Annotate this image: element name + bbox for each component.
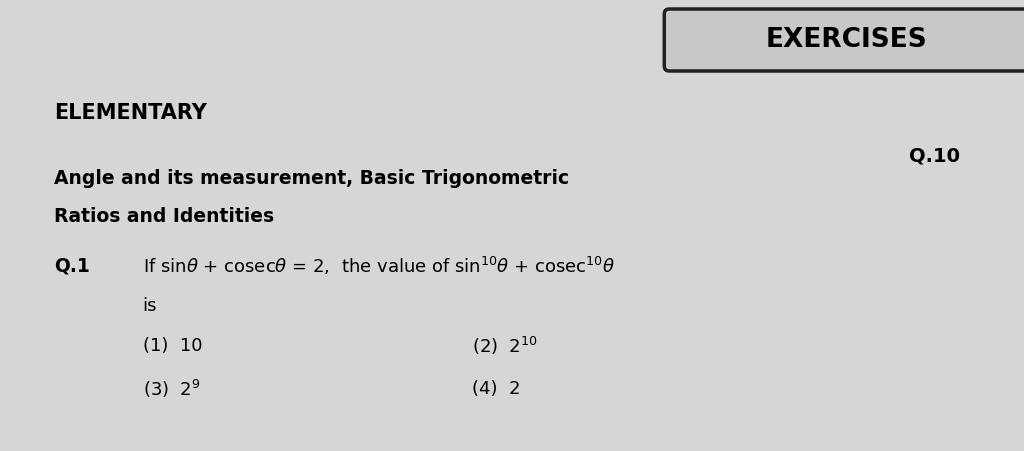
FancyBboxPatch shape xyxy=(665,9,1024,71)
Text: If sin$\theta$ + cosec$\theta$ = 2,  the value of sin$^{10}$$\theta$ + cosec$^{1: If sin$\theta$ + cosec$\theta$ = 2, the … xyxy=(142,255,614,277)
Text: EXERCISES: EXERCISES xyxy=(766,27,927,53)
Text: Q.1: Q.1 xyxy=(54,257,90,276)
Text: Q.10: Q.10 xyxy=(908,147,959,166)
Text: Angle and its measurement, Basic Trigonometric: Angle and its measurement, Basic Trigono… xyxy=(54,170,569,189)
Text: (2)  $2^{10}$: (2) $2^{10}$ xyxy=(472,335,539,357)
Text: (1)  10: (1) 10 xyxy=(142,337,202,355)
Text: is: is xyxy=(142,297,158,315)
Text: Ratios and Identities: Ratios and Identities xyxy=(54,207,274,226)
Text: ELEMENTARY: ELEMENTARY xyxy=(54,103,207,123)
Text: (4)  2: (4) 2 xyxy=(472,380,521,398)
Text: (3)  $2^{9}$: (3) $2^{9}$ xyxy=(142,378,201,400)
